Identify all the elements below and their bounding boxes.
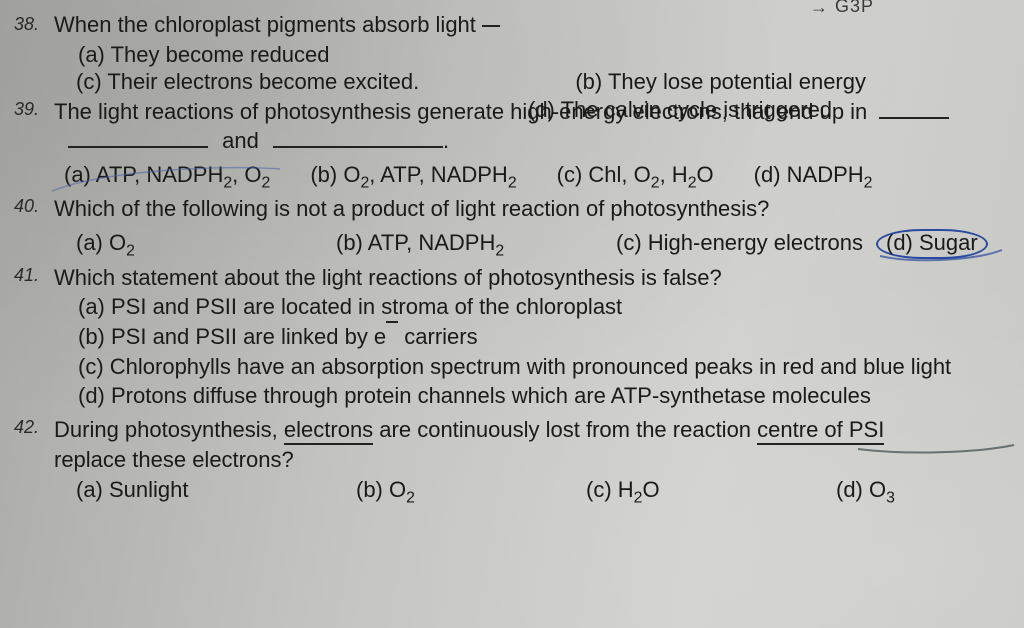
qnum-38: 38. [14,12,39,36]
q39-opt-c: (c) Chl, O2, H2O [557,160,714,190]
q39-d-sub: 2 [864,175,873,192]
q39-a-mid: , O [232,162,261,187]
q42-d-sub: 3 [886,489,895,506]
q40-a-sub: 2 [126,243,135,260]
q38-a-text: (a) They become reduced [78,42,330,67]
scanned-page: → G3P 38. When the chloroplast pigments … [0,0,1024,628]
question-40: 40. Which of the following is not a prod… [8,194,1016,259]
q38-stem-text: When the chloroplast pigments absorb lig… [54,12,476,37]
q40-c-text: (c) High-energy electrons [616,230,863,255]
blank-line [879,97,949,119]
q39-opt-b: (b) O2, ATP, NADPH2 [310,160,516,190]
q41-b-pre: (b) PSI and PSII are linked by e [78,324,386,349]
q39-c-pre: (c) Chl, O [557,162,651,187]
q41-opt-b: (b) PSI and PSII are linked by e carrier… [78,322,1016,352]
qnum-39: 39. [14,97,39,121]
q38-opt-b: (b) They lose potential energy [575,67,866,97]
q42-c-tail: O [642,477,659,502]
q42-d-pre: (d) O [836,477,886,502]
dash-icon [482,25,500,27]
question-42: 42. During photosynthesis, electrons are… [8,415,1016,504]
q41-stem: Which statement about the light reaction… [54,263,1016,293]
q39-c-sub2: 2 [688,175,697,192]
q39-options: (a) ATP, NADPH2, O2 (b) O2, ATP, NADPH2 … [64,160,1016,190]
q39-a-pre: (a) ATP, NADPH [64,162,223,187]
circled-answer: (d) Sugar [876,229,988,259]
q40-d-text: (d) Sugar [886,230,978,255]
q41-d-text: (d) Protons diffuse through protein chan… [78,383,871,408]
q39-stem: The light reactions of photosynthesis ge… [54,97,1016,127]
blank-line [273,127,443,149]
q39-b-sub1: 2 [360,175,369,192]
q39-and: and [222,128,259,153]
q42-stem-ul1: electrons [284,417,373,445]
q39-c-mid: , H [660,162,688,187]
q42-opt-c: (c) H2O [586,475,836,505]
q38-c-text: (c) Their electrons become excited. [76,69,419,94]
q39-b-sub2: 2 [508,175,517,192]
q41-b-tail: carriers [398,324,477,349]
q41-opt-d: (d) Protons diffuse through protein chan… [78,381,1016,411]
q38-row2: (c) Their electrons become excited. (b) … [76,67,1016,97]
q40-opt-c: (c) High-energy electrons [616,228,876,258]
q39-opt-d: (d) NADPH2 [754,160,873,190]
q41-stem-text: Which statement about the light reaction… [54,265,722,290]
q40-stem-text: Which of the following is not a product … [54,196,769,221]
q42-stem-ul2: centre of PSI [757,417,884,445]
q39-stem-text: The light reactions of photosynthesis ge… [54,99,867,124]
q42-b-pre: (b) O [356,477,406,502]
blank-line [68,127,208,149]
q39-b-mid: , ATP, NADPH [369,162,508,187]
q42-opt-a: (a) Sunlight [76,475,356,505]
question-39: 39. The light reactions of photosynthesi… [8,97,1016,190]
q41-c-text: (c) Chlorophylls have an absorption spec… [78,354,951,379]
q38-stem: When the chloroplast pigments absorb lig… [54,10,1016,40]
minus-icon [386,321,398,340]
q38-opt-c: (c) Their electrons become excited. [76,67,419,97]
q39-b-pre: (b) O [310,162,360,187]
q39-stem-line2: and . [68,126,1016,156]
q38-opt-a: (a) They become reduced [78,40,1016,70]
q42-a-text: (a) Sunlight [76,477,189,502]
q40-opt-a: (a) O2 [76,228,336,258]
q39-opt-a: (a) ATP, NADPH2, O2 [64,160,270,190]
q38-b-text: (b) They lose potential energy [575,69,866,94]
q40-stem: Which of the following is not a product … [54,194,1016,224]
q42-stem-line2-text: replace these electrons? [54,447,294,472]
q41-opt-a: (a) PSI and PSII are located in stroma o… [78,292,1016,322]
q40-opt-b: (b) ATP, NADPH2 [336,228,616,258]
q41-opt-c: (c) Chlorophylls have an absorption spec… [78,352,1016,382]
q39-d-pre: (d) NADPH [754,162,864,187]
qnum-40: 40. [14,194,39,218]
q41-a-text: (a) PSI and PSII are located in stroma o… [78,294,622,319]
q42-options: (a) Sunlight (b) O2 (c) H2O (d) O3 [76,475,1016,505]
q40-options: (a) O2 (b) ATP, NADPH2 (c) High-energy e… [76,228,1016,259]
q42-opt-b: (b) O2 [356,475,586,505]
qnum-42: 42. [14,415,39,439]
q40-b-pre: (b) ATP, NADPH [336,230,495,255]
q39-a-sub1: 2 [223,175,232,192]
q40-a-pre: (a) O [76,230,126,255]
q42-stem: During photosynthesis, electrons are con… [54,415,1016,445]
q42-c-pre: (c) H [586,477,634,502]
q39-a-sub2: 2 [262,175,271,192]
q42-stem-line2: replace these electrons? [54,445,1016,475]
q39-c-sub1: 2 [651,175,660,192]
q42-stem-mid: are continuously lost from the reaction [373,417,757,442]
q40-b-sub: 2 [495,243,504,260]
q42-opt-d: (d) O3 [836,475,895,505]
q39-c-tail: O [697,162,714,187]
qnum-41: 41. [14,263,39,287]
question-41: 41. Which statement about the light reac… [8,263,1016,411]
q42-stem-pre: During photosynthesis, [54,417,284,442]
q42-b-sub: 2 [406,489,415,506]
q40-opt-d: (d) Sugar [876,228,988,259]
